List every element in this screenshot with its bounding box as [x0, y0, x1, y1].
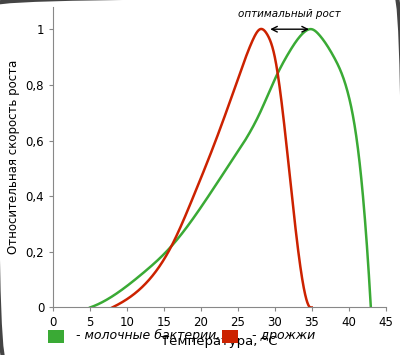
Text: - дрожжи: - дрожжи: [248, 329, 315, 342]
Y-axis label: Относительная скорость роста: Относительная скорость роста: [7, 60, 20, 254]
Text: - молочные бактерии,: - молочные бактерии,: [72, 329, 220, 342]
X-axis label: Температура, °C: Температура, °C: [161, 335, 278, 348]
Text: оптимальный рост: оптимальный рост: [238, 10, 341, 20]
